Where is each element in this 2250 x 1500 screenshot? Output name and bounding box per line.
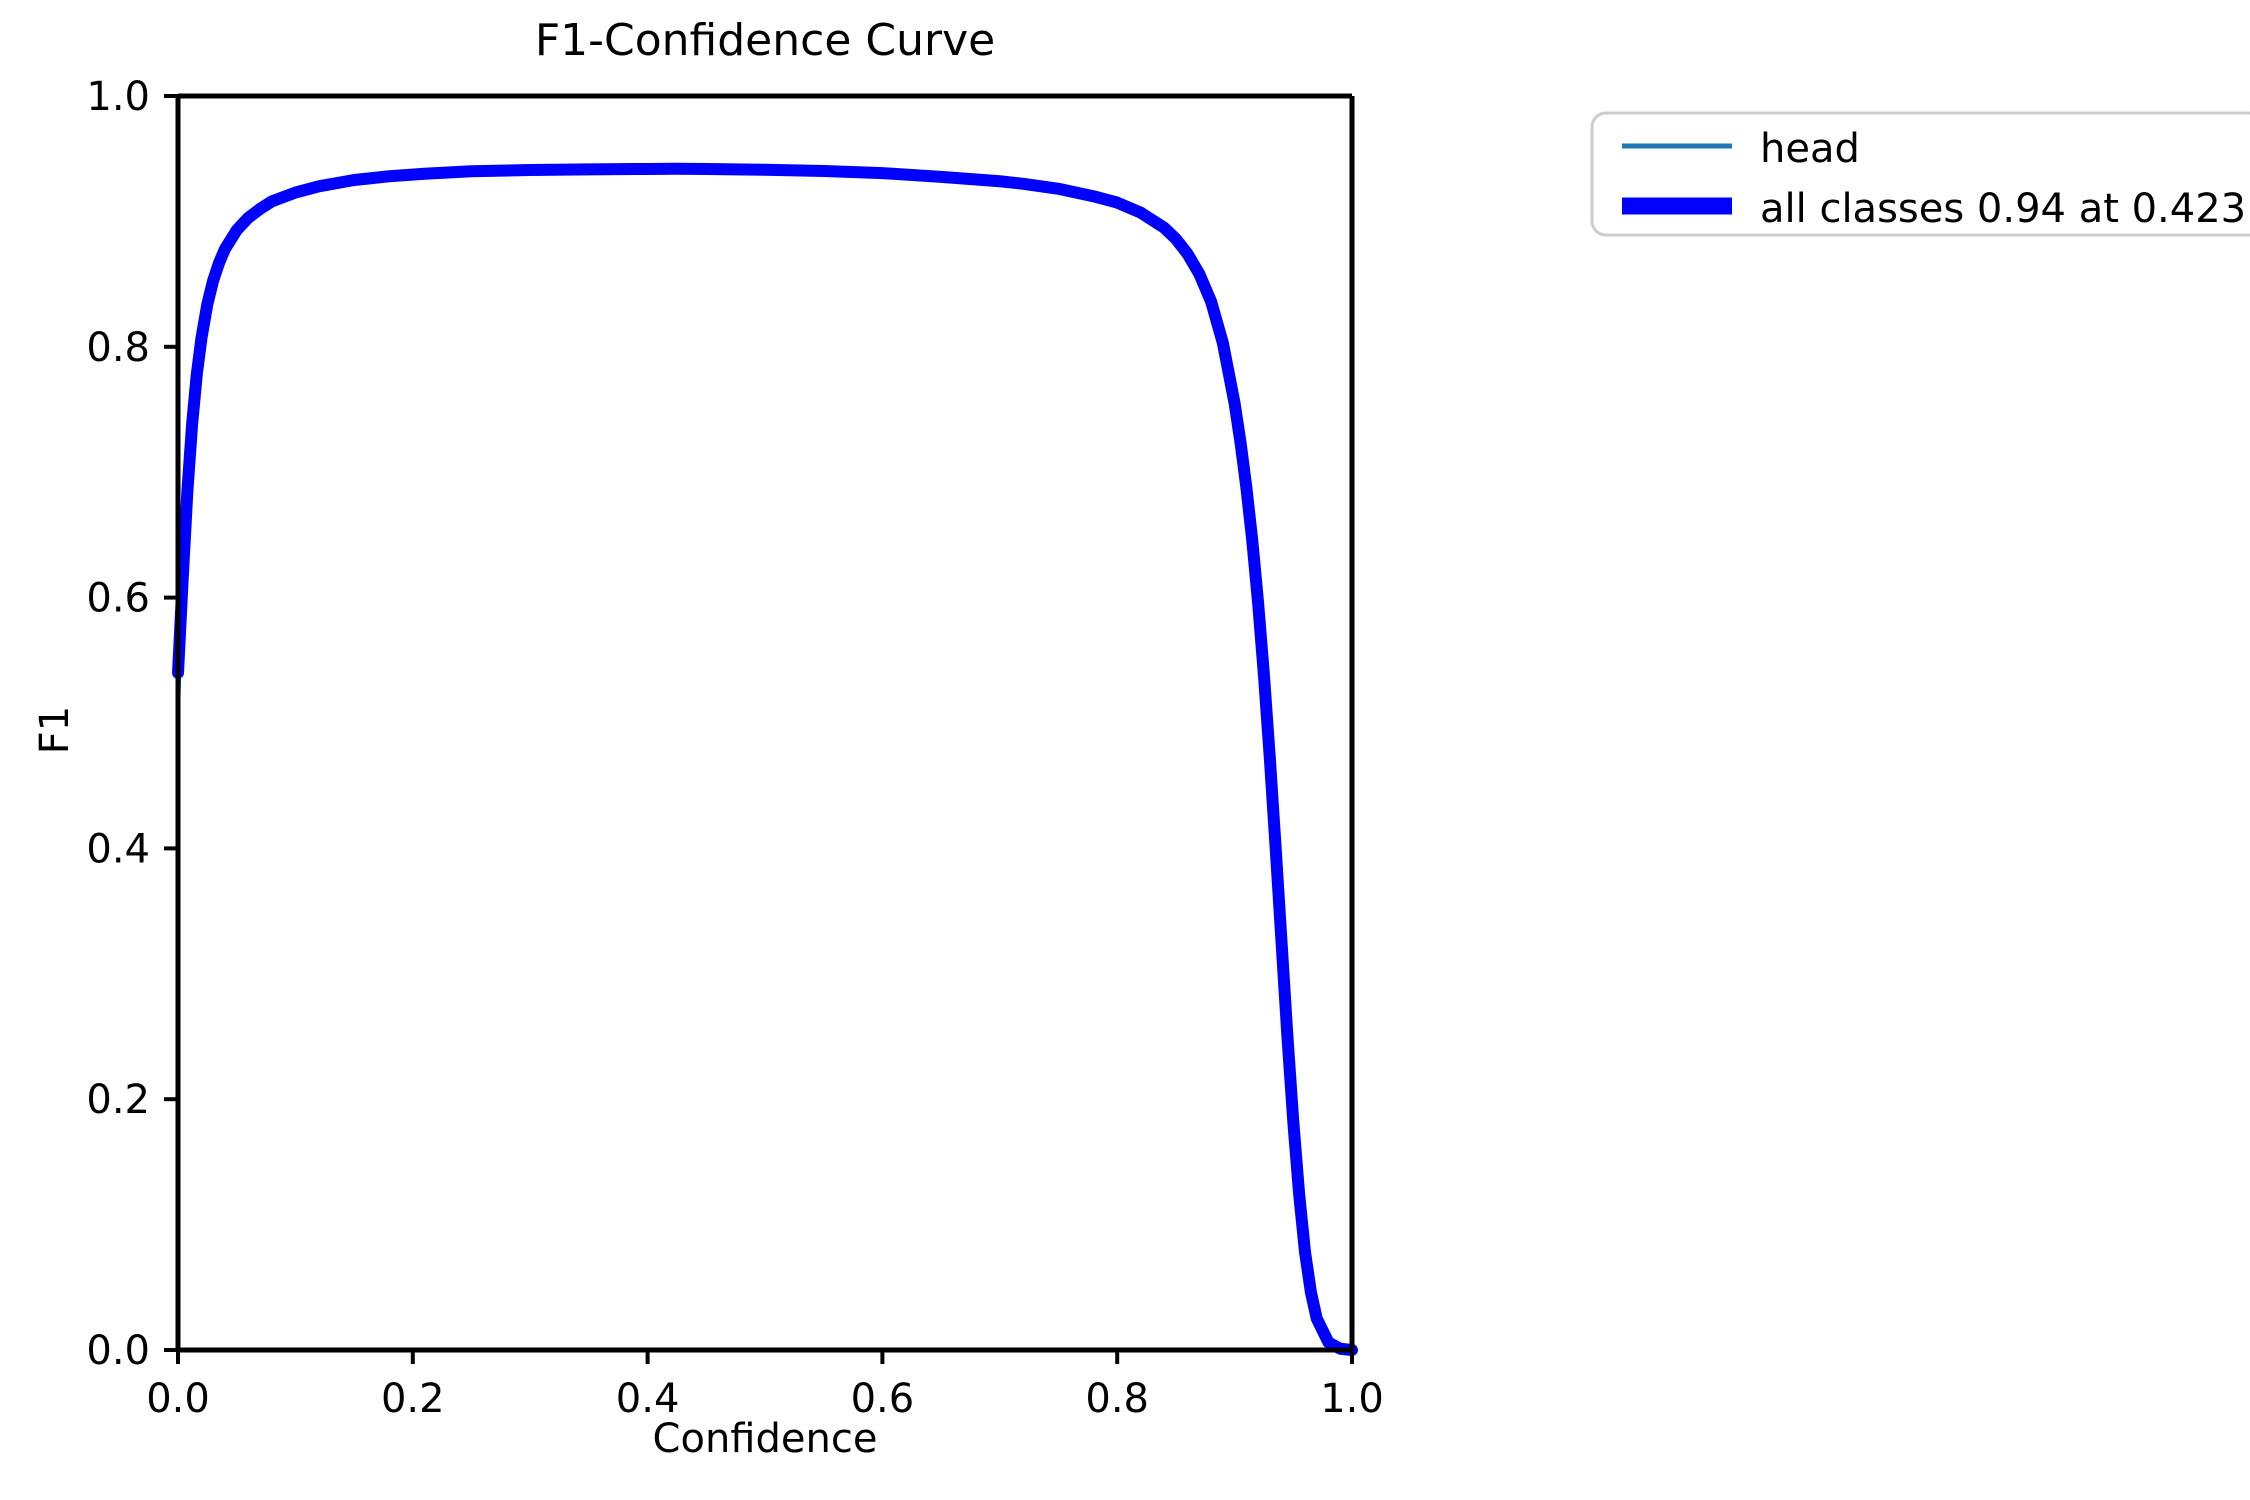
series-line-all <box>172 162 1358 1356</box>
y-tick-label: 0.2 <box>86 1077 150 1123</box>
x-tick-label: 0.8 <box>1085 1376 1149 1422</box>
legend-label-all-classes: all classes 0.94 at 0.423 <box>1760 186 2246 232</box>
y-tick-label: 0.8 <box>86 325 150 371</box>
y-axis-label: F1 <box>32 706 78 754</box>
x-tick-label: 0.6 <box>851 1376 915 1422</box>
y-tick-label: 0.6 <box>86 576 150 622</box>
y-tick-label: 0.4 <box>86 826 150 872</box>
series-group <box>172 162 1358 1356</box>
x-axis-ticks: 0.0 0.2 0.4 0.6 0.8 1.0 <box>146 1350 1384 1422</box>
x-tick-label: 0.2 <box>381 1376 445 1422</box>
y-tick-label: 0.0 <box>86 1328 150 1374</box>
y-axis-ticks: 0.0 0.2 0.4 0.6 0.8 1.0 <box>86 74 178 1374</box>
legend: head all classes 0.94 at 0.423 <box>1590 111 2250 237</box>
x-tick-label: 1.0 <box>1320 1376 1384 1422</box>
x-tick-label: 0.4 <box>616 1376 680 1422</box>
legend-label-head: head <box>1760 126 1860 172</box>
x-axis-label: Confidence <box>653 1416 878 1462</box>
x-tick-label: 0.0 <box>146 1376 210 1422</box>
legend-frame <box>1590 111 2250 237</box>
legend-entry-all-classes[interactable]: all classes 0.94 at 0.423 <box>1622 186 2246 232</box>
legend-entry-head[interactable]: head <box>1622 126 1860 172</box>
y-tick-label: 1.0 <box>86 74 150 120</box>
chart-title: F1-Confidence Curve <box>535 15 995 66</box>
plot-area-background <box>178 96 1352 1350</box>
